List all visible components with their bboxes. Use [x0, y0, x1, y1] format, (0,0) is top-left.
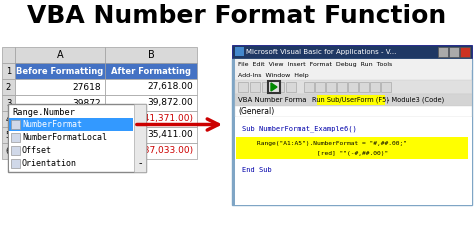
Bar: [268, 81, 280, 93]
Bar: [11, 146, 20, 155]
Text: 1: 1: [6, 67, 11, 76]
Text: Add-Ins  Window  Help: Add-Ins Window Help: [238, 73, 309, 78]
Bar: [15, 111, 105, 127]
Text: 27618: 27618: [73, 82, 101, 91]
Text: Offset: Offset: [22, 146, 52, 155]
Text: After Formatting: After Formatting: [111, 67, 191, 76]
Bar: [317, 95, 385, 105]
Bar: [11, 133, 20, 142]
Bar: [105, 127, 197, 143]
Bar: [326, 82, 336, 92]
Text: A: A: [57, 50, 64, 60]
Text: 27,618.00: 27,618.00: [147, 82, 193, 91]
Bar: [11, 159, 20, 168]
Bar: [438, 47, 448, 57]
Bar: [274, 82, 284, 92]
Bar: [232, 59, 235, 205]
Bar: [11, 120, 20, 129]
Bar: [8, 104, 146, 172]
Text: VBA Number Forma: VBA Number Forma: [238, 97, 307, 103]
Text: Sub NumberFormat_Example6(): Sub NumberFormat_Example6(): [242, 125, 357, 132]
Text: 39872: 39872: [73, 99, 101, 108]
Bar: [286, 82, 296, 92]
Bar: [2, 95, 15, 111]
Text: Range.Number: Range.Number: [12, 108, 75, 117]
Bar: [359, 82, 369, 92]
Text: B: B: [147, 50, 155, 60]
Bar: [238, 82, 248, 92]
Bar: [235, 106, 472, 117]
Text: 3: 3: [6, 99, 11, 108]
Text: 4: 4: [6, 114, 11, 123]
Bar: [2, 63, 15, 79]
Bar: [232, 45, 472, 59]
Bar: [236, 137, 468, 159]
Bar: [449, 47, 459, 57]
Text: -: -: [138, 158, 142, 168]
Bar: [9, 157, 133, 170]
Bar: [105, 95, 197, 111]
Bar: [370, 82, 380, 92]
Bar: [235, 117, 472, 205]
Bar: [15, 63, 105, 79]
Bar: [15, 79, 105, 95]
Polygon shape: [271, 83, 277, 91]
Bar: [2, 143, 15, 159]
Bar: [9, 144, 133, 157]
Text: End Sub: End Sub: [242, 167, 272, 173]
Bar: [2, 47, 15, 63]
Text: [red] ""(-#,##.00)": [red] ""(-#,##.00)": [242, 151, 388, 156]
Bar: [15, 127, 105, 143]
Text: Orientation: Orientation: [22, 159, 77, 168]
Text: 2: 2: [6, 82, 11, 91]
Bar: [337, 82, 347, 92]
Text: (-37,033.00): (-37,033.00): [137, 146, 193, 155]
Bar: [315, 82, 325, 92]
Bar: [15, 95, 105, 111]
Bar: [460, 47, 470, 57]
Text: 5: 5: [6, 131, 11, 140]
Bar: [9, 131, 133, 144]
Text: (-41,371.00): (-41,371.00): [137, 114, 193, 123]
Bar: [105, 79, 197, 95]
Text: File  Edit  View  Insert  Format  Debug  Run  Tools: File Edit View Insert Format Debug Run T…: [238, 62, 392, 67]
Bar: [2, 111, 15, 127]
Bar: [105, 47, 197, 63]
Text: (General): (General): [238, 107, 274, 116]
Bar: [2, 79, 15, 95]
Text: Range("A1:A5").NumberFormat = "#,##.00;": Range("A1:A5").NumberFormat = "#,##.00;": [242, 141, 407, 146]
Text: Before Formatting: Before Formatting: [17, 67, 104, 76]
Bar: [235, 94, 472, 106]
Text: 35411: 35411: [73, 131, 101, 140]
Bar: [2, 127, 15, 143]
Text: NumberFormatLocal: NumberFormatLocal: [22, 133, 107, 142]
Text: Microsoft Visual Basic for Applications - V...: Microsoft Visual Basic for Applications …: [246, 49, 396, 55]
Text: 35,411.00: 35,411.00: [147, 131, 193, 140]
Text: 39,872.00: 39,872.00: [147, 99, 193, 108]
Bar: [15, 47, 105, 63]
Bar: [134, 104, 146, 172]
Bar: [9, 118, 133, 131]
Bar: [105, 143, 197, 159]
Bar: [232, 59, 472, 205]
Bar: [235, 59, 472, 70]
Bar: [304, 82, 314, 92]
Text: -41371: -41371: [69, 114, 101, 123]
Bar: [381, 82, 391, 92]
Text: Run Sub/UserForm (F5): Run Sub/UserForm (F5): [312, 97, 390, 103]
Text: - Module3 (Code): - Module3 (Code): [387, 97, 444, 103]
Text: 6: 6: [6, 146, 11, 155]
Bar: [105, 111, 197, 127]
Text: VBA Number Format Function: VBA Number Format Function: [27, 4, 447, 28]
Text: NumberFormat: NumberFormat: [22, 120, 82, 129]
Bar: [235, 47, 244, 56]
Bar: [250, 82, 260, 92]
Bar: [262, 82, 272, 92]
Bar: [15, 143, 105, 159]
Text: -37033: -37033: [69, 146, 101, 155]
Bar: [105, 63, 197, 79]
Bar: [235, 80, 472, 94]
Bar: [348, 82, 358, 92]
